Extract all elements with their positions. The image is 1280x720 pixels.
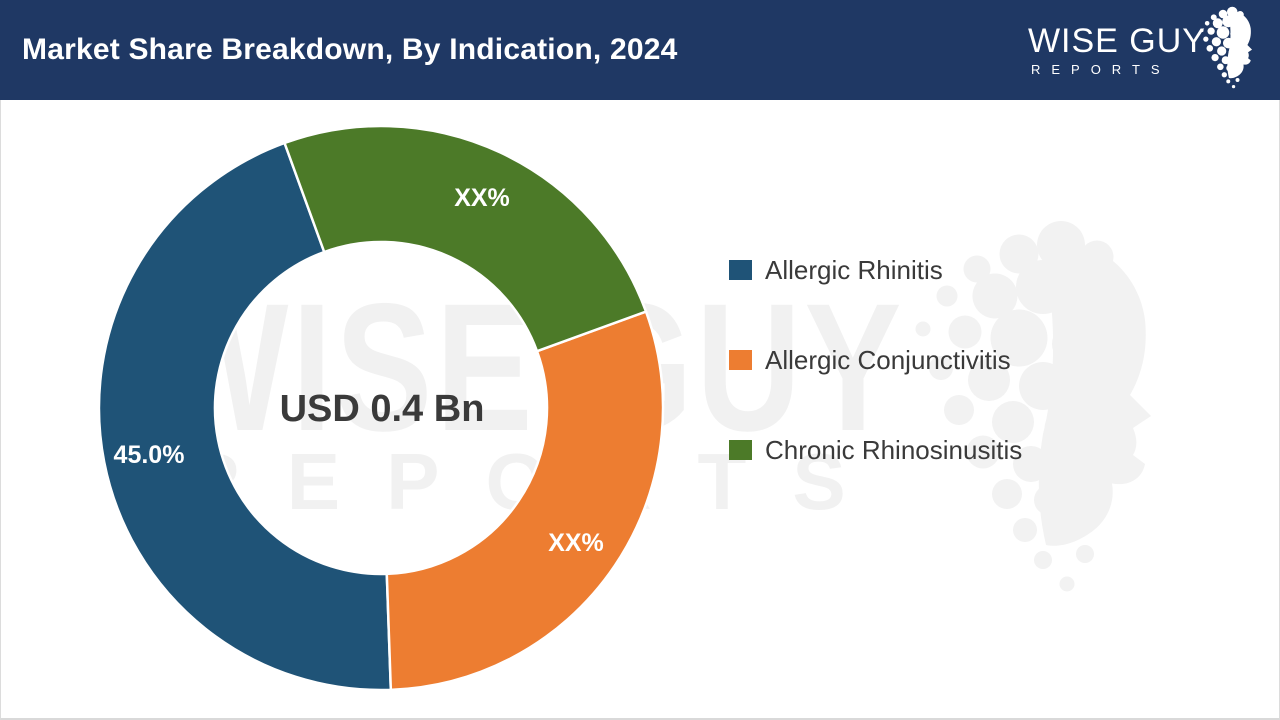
- logo-subtitle: REPORTS: [1030, 61, 1171, 77]
- legend: Allergic Rhinitis Allergic Conjunctiviti…: [729, 252, 1022, 522]
- segment-label-allergic-rhinitis: 45.0%: [114, 441, 185, 469]
- header: Market Share Breakdown, By Indication, 2…: [0, 0, 1280, 100]
- legend-swatch-orange: [729, 350, 752, 370]
- legend-label: Allergic Conjunctivitis: [765, 344, 1011, 375]
- pie-segment-chronic-rhinosinusitis: [283, 124, 648, 353]
- page-title: Market Share Breakdown, By Indication, 2…: [22, 33, 678, 66]
- dot-head-logo-icon: [1190, 6, 1256, 92]
- pie-segment-allergic-rhinitis: [97, 141, 393, 692]
- donut-chart: 45.0% XX% XX% USD 0.4 Bn: [97, 124, 665, 692]
- logo-text: WISE GUY REPORTS: [1028, 24, 1206, 77]
- legend-swatch-green: [729, 440, 752, 460]
- legend-item-allergic-conjunctivitis: Allergic Conjunctivitis: [729, 342, 1022, 378]
- chart-area: WISE GUY REPORTS 45.0% XX% XX% USD 0.4 B…: [0, 100, 1280, 720]
- pie-segment-allergic-conjunctivitis: [385, 310, 665, 692]
- legend-item-chronic-rhinosinusitis: Chronic Rhinosinusitis: [729, 432, 1022, 468]
- legend-label: Allergic Rhinitis: [765, 254, 943, 285]
- wise-guy-logo: WISE GUY REPORTS: [1028, 8, 1256, 92]
- donut-center-value: USD 0.4 Bn: [280, 388, 485, 430]
- legend-item-allergic-rhinitis: Allergic Rhinitis: [729, 252, 1022, 288]
- legend-label: Chronic Rhinosinusitis: [765, 434, 1023, 465]
- segment-label-allergic-conjunctivitis: XX%: [548, 529, 604, 557]
- logo-wordmark: WISE GUY: [1027, 21, 1206, 60]
- segment-label-chronic-rhinosinusitis: XX%: [454, 184, 510, 212]
- legend-swatch-blue: [729, 260, 752, 280]
